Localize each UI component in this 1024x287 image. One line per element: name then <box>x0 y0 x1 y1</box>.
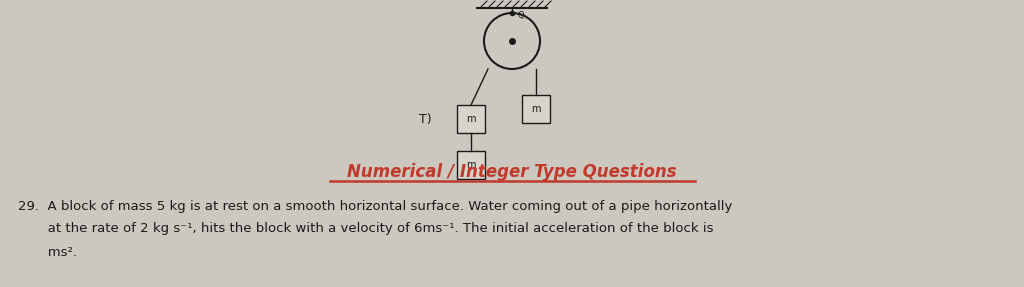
Bar <box>522 95 550 123</box>
Text: Numerical / Integer Type Questions: Numerical / Integer Type Questions <box>347 163 677 181</box>
Text: m: m <box>466 160 476 170</box>
Text: T): T) <box>419 113 432 125</box>
Text: m: m <box>466 114 476 124</box>
Bar <box>457 105 485 133</box>
Text: 29.  A block of mass 5 kg is at rest on a smooth horizontal surface. Water comin: 29. A block of mass 5 kg is at rest on a… <box>18 200 732 213</box>
Text: Q: Q <box>518 11 524 20</box>
Text: ms².: ms². <box>18 246 77 259</box>
Text: at the rate of 2 kg s⁻¹, hits the block with a velocity of 6ms⁻¹. The initial ac: at the rate of 2 kg s⁻¹, hits the block … <box>18 222 714 235</box>
Bar <box>457 151 485 179</box>
Text: m: m <box>531 104 541 114</box>
